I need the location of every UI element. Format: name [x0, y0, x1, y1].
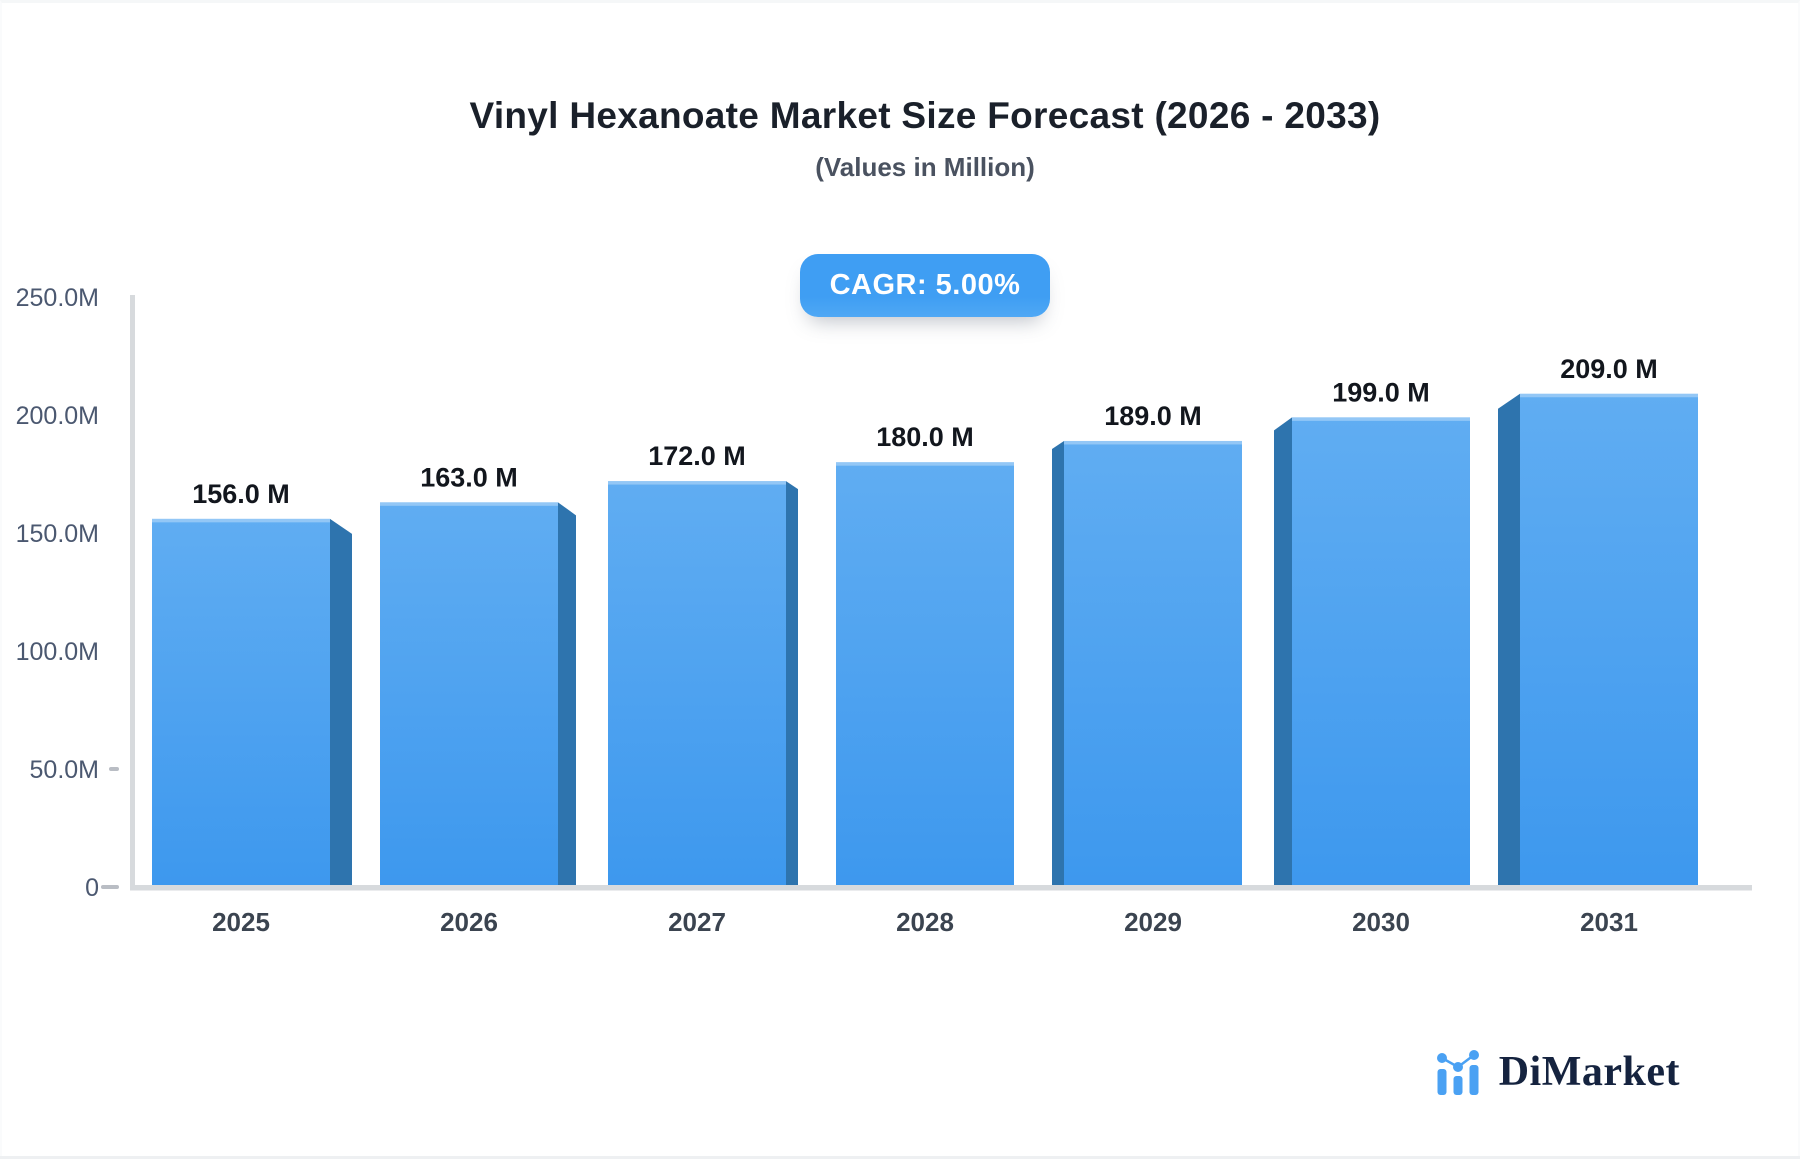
plot-area: 156.0 M 163.0 M 172.0 M 180.0 M 189.0 M 199.0…: [16, 284, 1752, 937]
dimarket-bars-icon: [1436, 1050, 1479, 1095]
bar-value-label: 163.0 M: [420, 462, 518, 492]
bar-top-highlight: [836, 462, 1014, 466]
bar-value-label: 209.0 M: [1560, 354, 1658, 384]
forecast-bar-chart: 156.0 M 163.0 M 172.0 M 180.0 M 189.0 M 199.0…: [16, 284, 1752, 937]
dimarket-logo: DiMarket: [1434, 1048, 1680, 1096]
x-axis-line: [130, 885, 1752, 891]
bar-top-highlight: [380, 502, 558, 506]
x-tick-label: 2027: [668, 907, 726, 937]
logo-bar: [1469, 1065, 1479, 1095]
y-tick-label: 100.0M: [16, 638, 99, 666]
bar-value-label: 189.0 M: [1104, 401, 1202, 431]
bar-side-face: [558, 502, 576, 887]
bar-side-face: [1498, 393, 1520, 887]
bar-top-highlight: [1520, 393, 1698, 398]
chart-subtitle: (Values in Million): [815, 152, 1035, 182]
logo-bar: [1453, 1076, 1463, 1095]
bar-value-label: 180.0 M: [876, 422, 974, 452]
bar-2028: [836, 462, 1014, 887]
cagr-badge-row: CAGR: 5.00%: [25, 254, 1800, 317]
logo-dot: [1452, 1062, 1463, 1072]
logo-dot: [1468, 1050, 1479, 1060]
bar-value-label: 199.0 M: [1332, 377, 1430, 407]
x-tick-label: 2031: [1580, 907, 1638, 937]
bar-side-face: [786, 481, 798, 887]
logo-bar: [1437, 1069, 1447, 1095]
bar-2031: [1520, 393, 1698, 887]
y-tick-label: 150.0M: [16, 520, 99, 548]
x-tick-label: 2030: [1352, 907, 1410, 937]
bar-side-face: [1052, 440, 1064, 887]
y-tick-label: 0: [85, 874, 99, 902]
bar-side-face: [330, 518, 352, 887]
cagr-badge: CAGR: 5.00%: [799, 254, 1051, 317]
bar-2026: [380, 502, 558, 887]
bar-top-highlight: [608, 481, 786, 485]
bar-top-highlight: [1064, 440, 1242, 445]
bar-side-face: [1274, 417, 1292, 887]
bar-2029: [1064, 440, 1242, 887]
y-tick-label: 250.0M: [16, 284, 99, 312]
bar-value-label: 172.0 M: [648, 441, 746, 471]
y-tick-dash: [101, 885, 119, 889]
x-tick-label: 2025: [212, 907, 270, 937]
bar-value-label: 156.0 M: [192, 479, 290, 509]
logo-text: DiMarket: [1498, 1049, 1680, 1095]
chart-title: Vinyl Hexanoate Market Size Forecast (20…: [469, 95, 1381, 136]
bar-top-highlight: [152, 518, 330, 523]
y-tick-dash: [109, 767, 119, 771]
y-tick-label: 50.0M: [30, 756, 99, 784]
bar-2027: [608, 481, 786, 887]
x-tick-label: 2026: [440, 907, 498, 937]
logo-dot: [1436, 1053, 1447, 1063]
x-tick-label: 2028: [896, 907, 954, 937]
y-tick-label: 200.0M: [16, 402, 99, 430]
bar-2025: [152, 518, 330, 887]
bar-2030: [1292, 417, 1470, 887]
x-tick-label: 2029: [1124, 907, 1182, 937]
y-axis-line: [130, 295, 135, 889]
bar-top-highlight: [1292, 417, 1470, 421]
